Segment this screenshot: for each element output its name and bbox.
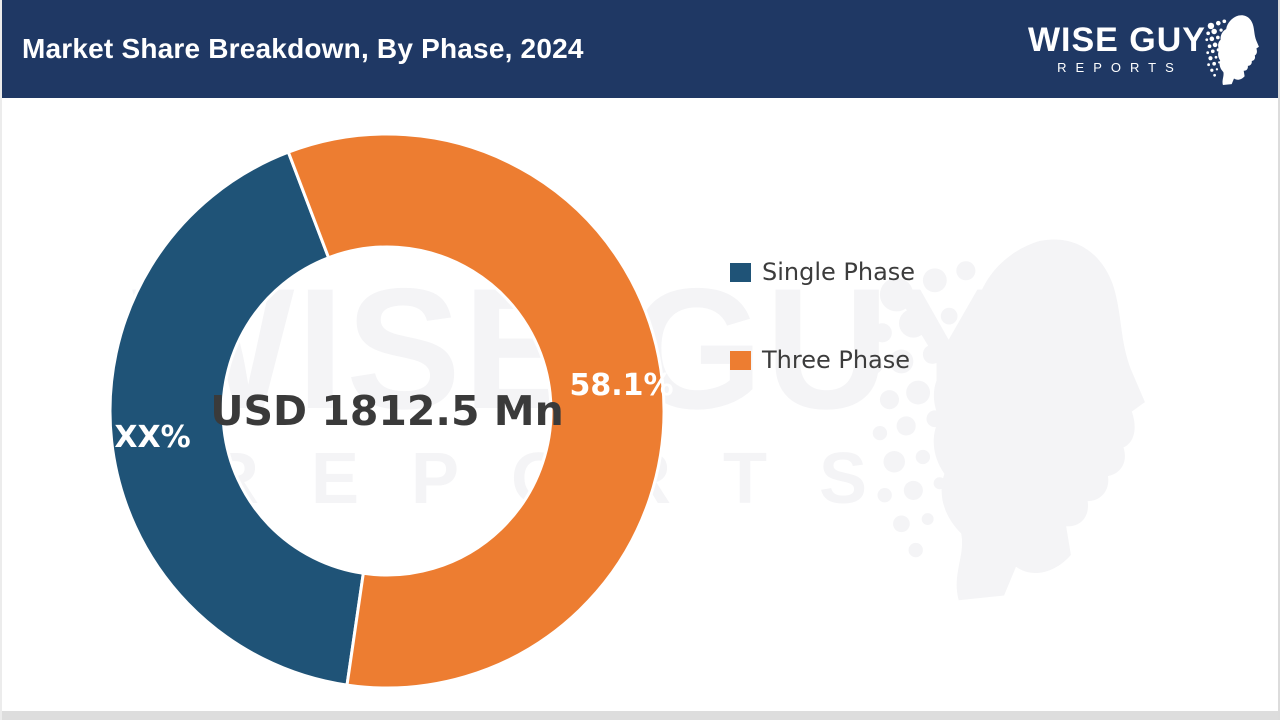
- legend-swatch: [730, 262, 751, 282]
- legend-item-single-phase: Single Phase: [730, 260, 915, 284]
- wise-guy-face-icon: [1205, 15, 1259, 86]
- donut-slice-single-phase: [108, 150, 366, 687]
- donut-chart: XX% 58.1%: [108, 132, 674, 690]
- brand-logo: WISE GUY REPORTS: [1028, 11, 1264, 87]
- donut-slice-three-phase: [286, 132, 666, 690]
- legend: Single Phase Three Phase: [730, 260, 915, 372]
- logo-sub-text: REPORTS: [1057, 60, 1183, 76]
- chart-area: WISE GUY REPORTS XX%58.1% USD 1812.5 Mn …: [2, 98, 1278, 711]
- slice-label-single-phase: XX%: [114, 420, 190, 455]
- legend-swatch: [730, 350, 751, 370]
- donut-center-value: USD 1812.5 Mn: [210, 387, 564, 435]
- bottom-strip: [2, 711, 1278, 720]
- logo-text: WISE GUY REPORTS: [1027, 20, 1206, 76]
- header: Market Share Breakdown, By Phase, 2024 W…: [2, 0, 1278, 98]
- legend-label: Single Phase: [762, 258, 916, 286]
- legend-label: Three Phase: [762, 346, 911, 374]
- legend-item-three-phase: Three Phase: [730, 348, 915, 372]
- page-title: Market Share Breakdown, By Phase, 2024: [22, 33, 584, 64]
- slice-label-three-phase: 58.1%: [569, 368, 673, 403]
- logo-brand-text: WISE GUY: [1027, 20, 1206, 59]
